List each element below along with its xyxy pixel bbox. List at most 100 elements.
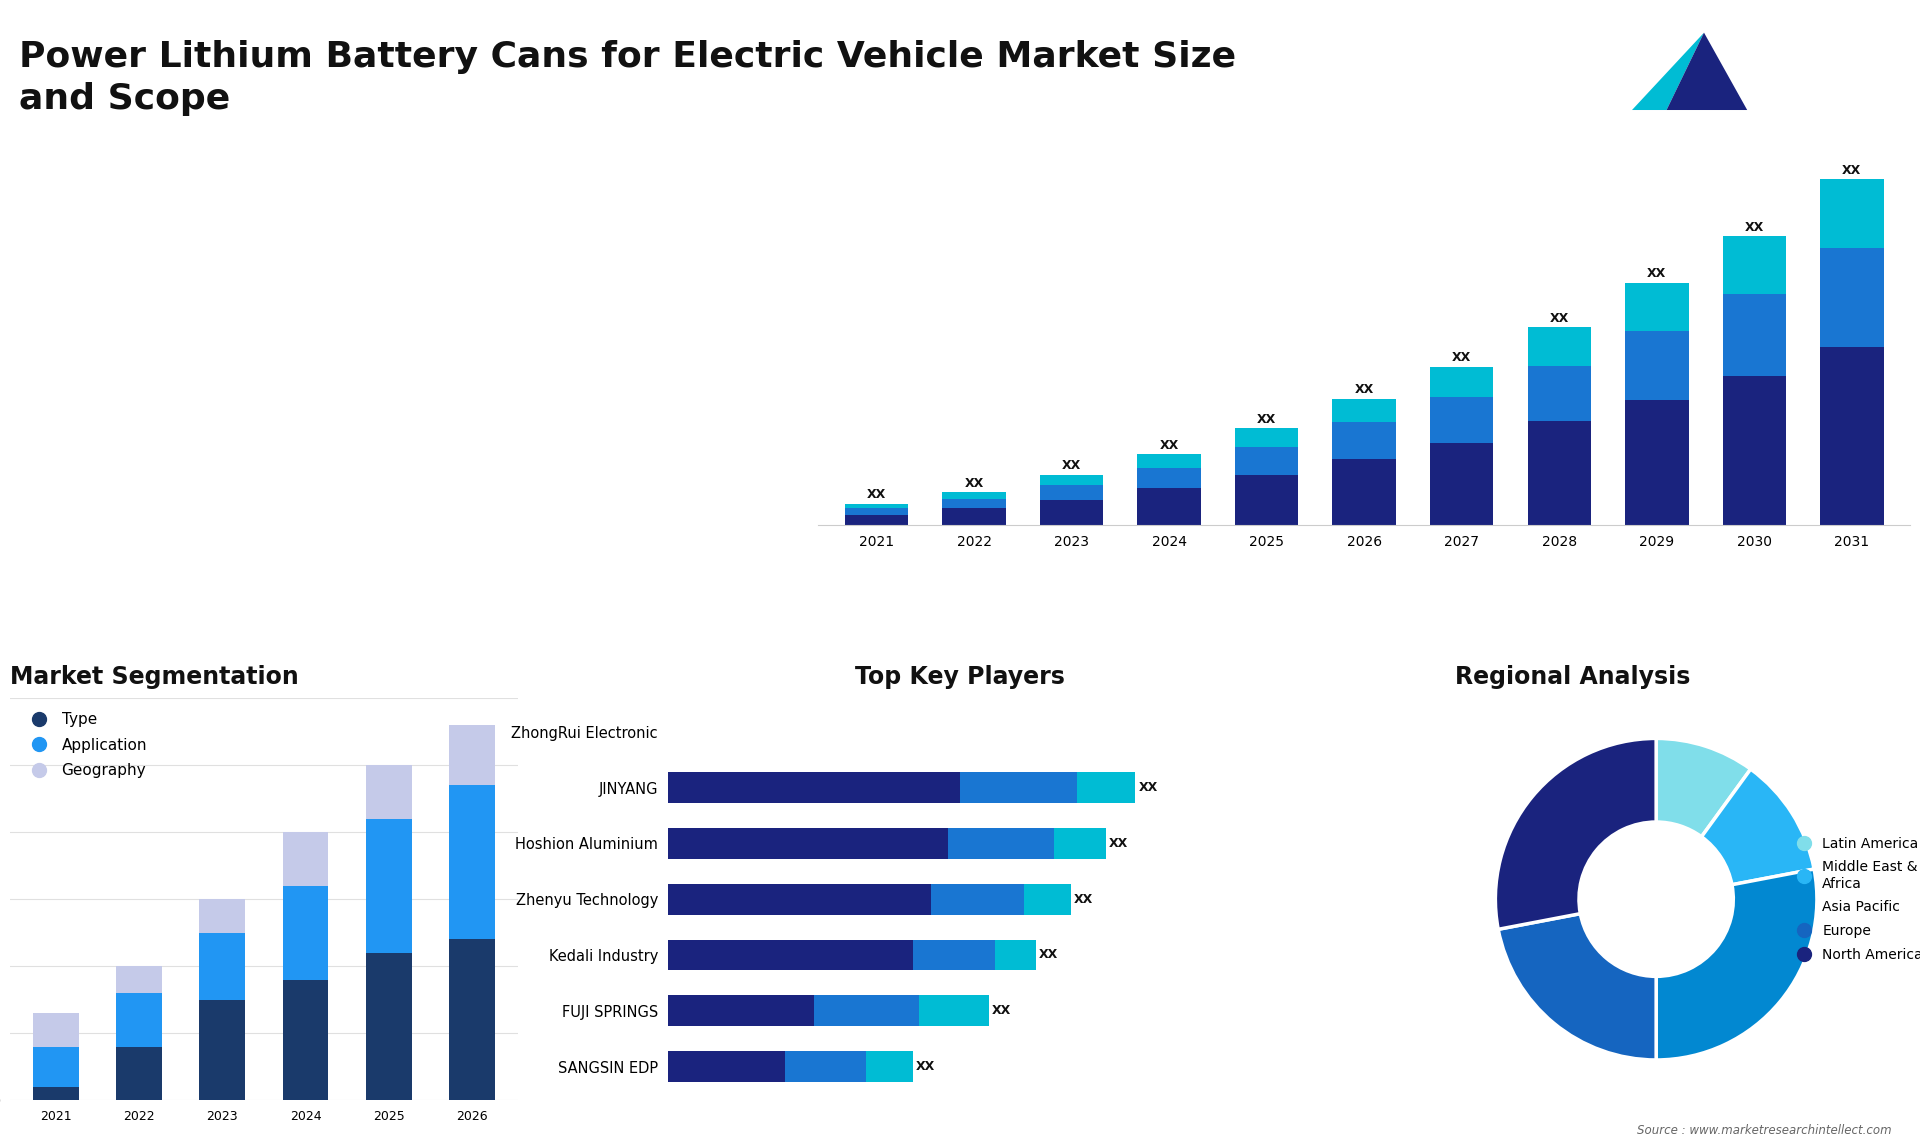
Bar <box>367 952 411 1100</box>
Legend: Latin America, Middle East &
Africa, Asia Pacific, Europe, North America: Latin America, Middle East & Africa, Asi… <box>1791 831 1920 967</box>
Bar <box>1025 884 1071 915</box>
Bar <box>1528 422 1592 525</box>
Bar <box>668 829 948 858</box>
Bar <box>1820 347 1884 525</box>
Bar <box>200 999 246 1100</box>
Bar <box>1332 399 1396 423</box>
Wedge shape <box>1657 869 1816 1060</box>
Text: Market Segmentation: Market Segmentation <box>10 666 298 690</box>
Bar <box>866 1051 914 1082</box>
Wedge shape <box>1496 738 1657 929</box>
Bar <box>1722 376 1786 525</box>
Bar <box>1235 447 1298 474</box>
Bar <box>282 886 328 980</box>
Bar <box>1722 236 1786 293</box>
Bar <box>948 829 1054 858</box>
Text: XX: XX <box>993 1004 1012 1018</box>
Bar <box>115 1046 161 1100</box>
Bar <box>1137 488 1200 525</box>
Bar <box>200 933 246 999</box>
Bar <box>1054 829 1106 858</box>
Bar <box>1332 458 1396 525</box>
Bar <box>785 1051 866 1082</box>
Bar <box>1430 367 1494 398</box>
Text: XX: XX <box>868 488 887 501</box>
Bar <box>367 766 411 818</box>
Text: XX: XX <box>1160 439 1179 452</box>
Text: XX: XX <box>1139 782 1158 794</box>
Bar <box>1137 468 1200 488</box>
Bar <box>33 1046 79 1086</box>
Wedge shape <box>1657 738 1751 837</box>
Bar <box>449 940 495 1100</box>
Bar <box>1137 455 1200 468</box>
Bar <box>1624 400 1688 525</box>
Bar <box>1624 331 1688 400</box>
Bar <box>943 492 1006 499</box>
Bar <box>1820 179 1884 249</box>
Wedge shape <box>1701 769 1814 885</box>
Text: XX: XX <box>1647 267 1667 281</box>
Text: INTELLECT: INTELLECT <box>1763 85 1820 94</box>
Bar <box>367 818 411 952</box>
Bar <box>33 1086 79 1100</box>
Text: XX: XX <box>1549 312 1569 324</box>
Text: XX: XX <box>1073 893 1092 905</box>
Text: MARKET: MARKET <box>1763 42 1807 53</box>
Text: XX: XX <box>1452 351 1471 364</box>
Bar <box>943 499 1006 508</box>
Bar <box>1430 442 1494 525</box>
Text: Source : www.marketresearchintellect.com: Source : www.marketresearchintellect.com <box>1636 1124 1891 1137</box>
Bar <box>115 966 161 992</box>
Text: XX: XX <box>1110 837 1129 850</box>
Polygon shape <box>1667 33 1747 110</box>
Bar <box>668 996 814 1026</box>
Text: RESEARCH: RESEARCH <box>1763 63 1820 73</box>
Bar <box>845 515 908 525</box>
Bar <box>200 900 246 933</box>
Bar <box>845 508 908 515</box>
Circle shape <box>1578 822 1734 976</box>
Text: Power Lithium Battery Cans for Electric Vehicle Market Size
and Scope: Power Lithium Battery Cans for Electric … <box>19 40 1236 116</box>
Text: XX: XX <box>1356 383 1375 395</box>
Text: XX: XX <box>1039 949 1058 961</box>
Bar <box>845 504 908 508</box>
Bar <box>449 785 495 940</box>
Bar <box>931 884 1025 915</box>
Bar <box>1528 328 1592 366</box>
Bar <box>914 940 995 971</box>
Title: Top Key Players: Top Key Players <box>854 666 1066 690</box>
Bar <box>1624 283 1688 331</box>
Text: XX: XX <box>1843 164 1862 176</box>
Text: XX: XX <box>1258 413 1277 425</box>
Bar <box>814 996 920 1026</box>
Bar <box>449 725 495 785</box>
Polygon shape <box>1632 33 1705 110</box>
Bar <box>1430 398 1494 442</box>
Bar <box>33 1013 79 1046</box>
Bar <box>995 940 1037 971</box>
Bar <box>282 832 328 886</box>
Bar <box>1528 366 1592 422</box>
Bar <box>668 1051 785 1082</box>
Bar <box>668 884 931 915</box>
Bar <box>1077 772 1135 803</box>
Text: XX: XX <box>916 1060 935 1073</box>
Text: XX: XX <box>1745 220 1764 234</box>
Text: XX: XX <box>1062 460 1081 472</box>
Bar <box>1041 476 1104 485</box>
Bar <box>1235 474 1298 525</box>
Bar <box>1722 293 1786 376</box>
Bar <box>1041 485 1104 500</box>
Bar <box>115 992 161 1046</box>
Bar <box>960 772 1077 803</box>
Bar <box>1332 423 1396 458</box>
Legend: Type, Application, Geography: Type, Application, Geography <box>17 706 154 785</box>
Wedge shape <box>1498 913 1657 1060</box>
Text: XX: XX <box>964 477 983 489</box>
Bar <box>1820 249 1884 347</box>
Bar <box>668 772 960 803</box>
Bar <box>943 508 1006 525</box>
Bar <box>668 940 914 971</box>
Bar <box>920 996 989 1026</box>
